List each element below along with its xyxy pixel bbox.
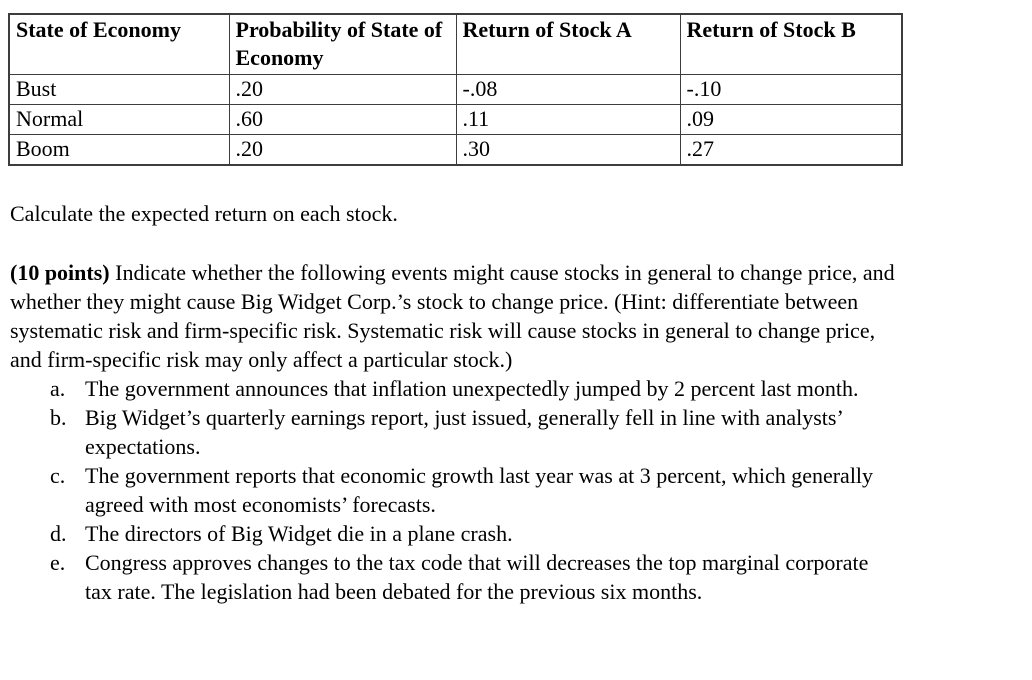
- cell-state: Normal: [8, 104, 230, 135]
- list-marker: b.: [50, 405, 67, 430]
- intro-text: Indicate whether the following events mi…: [10, 260, 895, 372]
- cell-return-a: .11: [455, 104, 681, 135]
- table-header-row: State of Economy Probability of State of…: [8, 13, 903, 75]
- header-probability: Probability of State of Economy: [228, 13, 457, 75]
- table-row: Bust .20 -.08 -.10: [8, 74, 903, 105]
- cell-return-b: .09: [679, 104, 903, 135]
- cell-return-b: .27: [679, 134, 903, 166]
- cell-probability: .20: [228, 134, 457, 166]
- calculate-instruction: Calculate the expected return on each st…: [10, 201, 398, 226]
- cell-return-b: -.10: [679, 74, 903, 105]
- list-marker: a.: [50, 376, 66, 401]
- list-item-text: The government reports that economic gro…: [85, 463, 874, 517]
- cell-probability: .20: [228, 74, 457, 105]
- list-item-text: The directors of Big Widget die in a pla…: [85, 521, 513, 546]
- list-item: d. The directors of Big Widget die in a …: [50, 519, 1032, 548]
- cell-state: Boom: [8, 134, 230, 166]
- list-item: c. The government reports that economic …: [50, 461, 1032, 519]
- list-item-text: The government announces that inflation …: [85, 376, 859, 401]
- cell-state: Bust: [8, 74, 230, 105]
- points-label: (10 points): [10, 260, 110, 285]
- list-item-text: Big Widget’s quarterly earnings report, …: [85, 405, 843, 459]
- list-marker: d.: [50, 521, 67, 546]
- table-row: Normal .60 .11 .09: [8, 104, 903, 135]
- list-item: b. Big Widget’s quarterly earnings repor…: [50, 403, 1032, 461]
- list-item: e. Congress approves changes to the tax …: [50, 548, 1032, 606]
- list-marker: c.: [50, 463, 66, 488]
- question-intro-paragraph: (10 points) Indicate whether the followi…: [10, 258, 900, 374]
- header-return-stock-a: Return of Stock A: [455, 13, 681, 75]
- cell-return-a: -.08: [455, 74, 681, 105]
- cell-return-a: .30: [455, 134, 681, 166]
- table-row: Boom .20 .30 .27: [8, 134, 903, 166]
- list-item: a. The government announces that inflati…: [50, 374, 1032, 403]
- list-item-text: Congress approves changes to the tax cod…: [85, 550, 869, 604]
- header-return-stock-b: Return of Stock B: [679, 13, 903, 75]
- cell-probability: .60: [228, 104, 457, 135]
- event-list: a. The government announces that inflati…: [50, 374, 1032, 606]
- list-marker: e.: [50, 550, 66, 575]
- economy-returns-table: State of Economy Probability of State of…: [8, 13, 903, 166]
- header-state-of-economy: State of Economy: [8, 13, 230, 75]
